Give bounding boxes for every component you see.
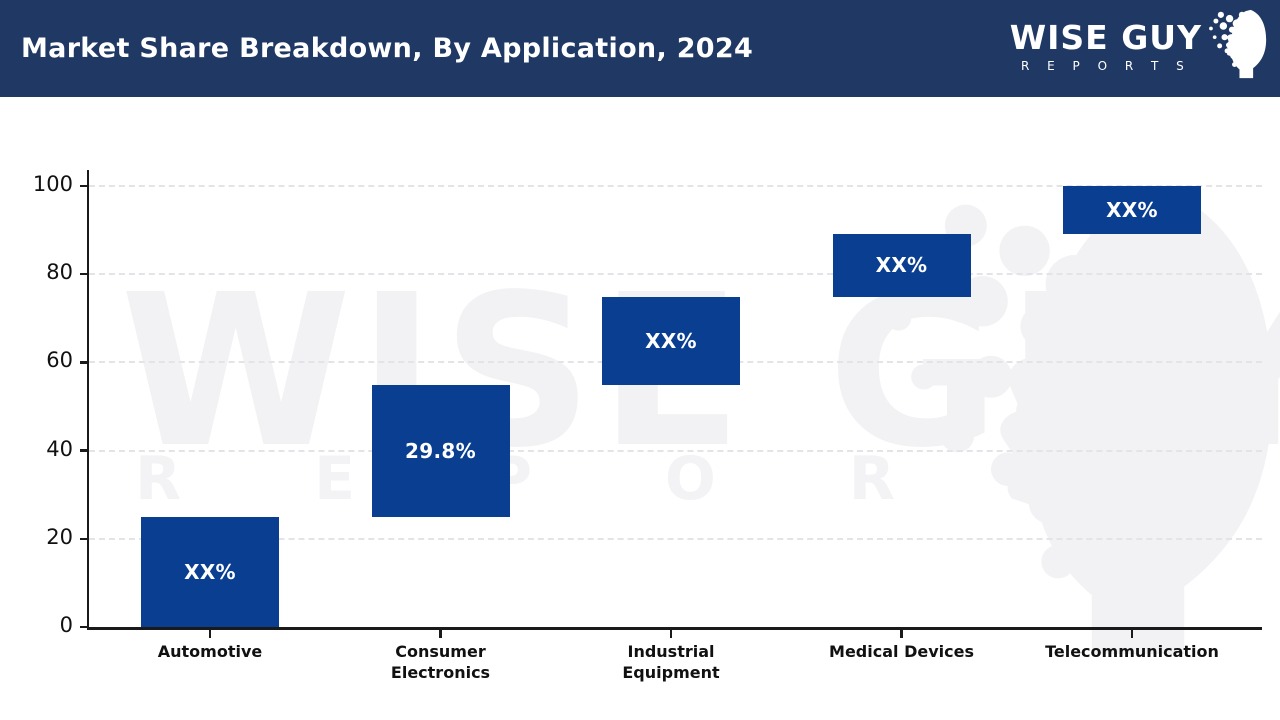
logo-text: WISE GUY R E P O R T S (1009, 17, 1202, 73)
x-tick-label-line: Electronics (390, 663, 491, 682)
page-title: Market Share Breakdown, By Application, … (21, 33, 754, 64)
x-tick-label-line: Medical Devices (829, 642, 974, 661)
y-tick-label: 80 (46, 260, 73, 285)
bar-value-label-industrial-equipment: XX% (645, 329, 697, 354)
logo-name: WISE GUY (1009, 17, 1202, 57)
gridline-100 (89, 185, 1262, 187)
y-axis-tick (80, 537, 89, 541)
bar-value-label-consumer-electronics: 29.8% (405, 439, 476, 464)
bar-telecommunication: XX% (1063, 186, 1201, 234)
bar-consumer-electronics: 29.8% (371, 385, 510, 517)
x-tick-label-industrial-equipment: Industrial Equipment (561, 641, 781, 683)
x-axis-tick (669, 629, 673, 638)
y-axis-tick (80, 361, 89, 364)
x-tick-label-automotive: Automotive (100, 641, 320, 662)
y-tick-label: 0 (59, 613, 73, 637)
y-axis-tick (80, 184, 89, 188)
y-axis-tick (80, 625, 89, 629)
x-axis-tick (1130, 629, 1134, 638)
dotted-head-logo-icon (1206, 8, 1268, 84)
x-tick-label-line: Telecommunication (1045, 642, 1219, 661)
x-tick-label-consumer-electronics: Consumer Electronics (331, 641, 551, 683)
wise-guy-reports-logo: WISE GUY R E P O R T S (1010, 8, 1268, 84)
x-axis-line (86, 627, 1262, 630)
bar-chart: WISE GUY R E P O R T S 020406080100XX%Au… (0, 97, 1280, 720)
logo-subtitle: R E P O R T S (1020, 58, 1191, 73)
gridline-40 (89, 449, 1262, 452)
bar-value-label-telecommunication: XX% (1106, 197, 1158, 222)
x-tick-label-line: Industrial (627, 642, 715, 661)
y-tick-label: 100 (32, 172, 73, 196)
gridline-80 (89, 273, 1262, 276)
y-tick-label: 60 (46, 348, 73, 373)
bar-industrial-equipment: XX% (602, 297, 740, 386)
x-tick-label-telecommunication: Telecommunication (1022, 641, 1242, 662)
x-tick-label-line: Consumer (395, 642, 486, 661)
header-bar: Market Share Breakdown, By Application, … (0, 0, 1280, 97)
bar-value-label-medical-devices: XX% (875, 253, 928, 278)
x-axis-tick (439, 629, 442, 638)
x-axis-tick (208, 629, 212, 638)
y-axis-tick (80, 272, 89, 276)
x-axis-tick (900, 629, 903, 638)
bar-value-label-automotive: XX% (184, 559, 236, 584)
x-tick-label-line: Equipment (622, 663, 720, 682)
x-tick-label-medical-devices: Medical Devices (792, 641, 1012, 662)
y-axis-line (86, 170, 89, 630)
x-tick-label-line: Automotive (157, 642, 263, 661)
bar-medical-devices: XX% (832, 233, 971, 298)
y-tick-label: 20 (46, 524, 73, 549)
bar-automotive: XX% (141, 516, 279, 627)
y-axis-tick (80, 449, 89, 452)
gridline-20 (89, 537, 1262, 540)
y-tick-label: 40 (46, 436, 73, 461)
